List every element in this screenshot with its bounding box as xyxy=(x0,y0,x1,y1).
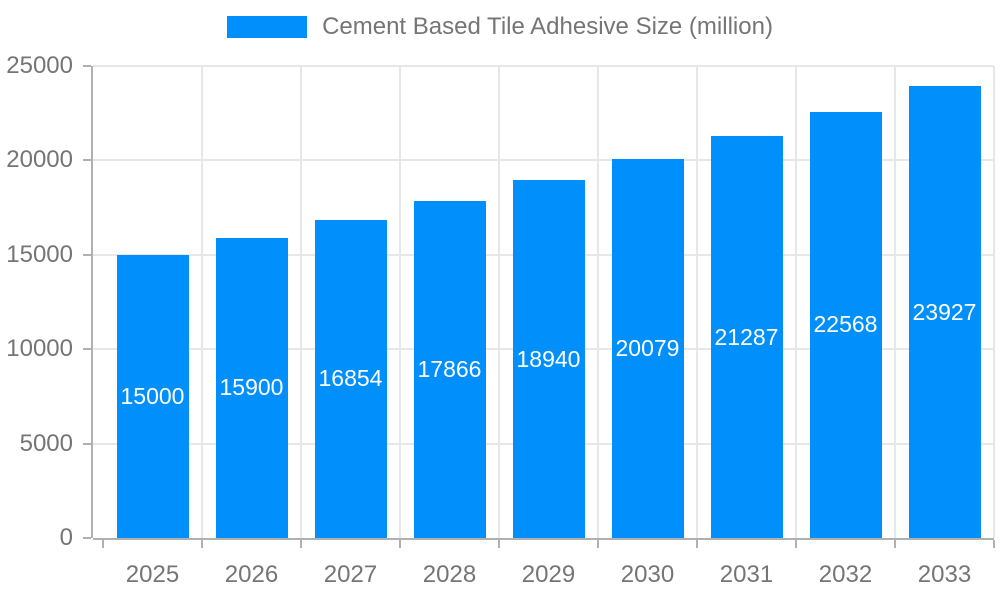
x-tick-label: 2030 xyxy=(620,561,675,588)
bar-value-label: 17866 xyxy=(417,355,482,382)
bar-value-label: 16854 xyxy=(318,365,383,392)
x-axis-tick xyxy=(201,540,203,548)
x-tick-label: 2027 xyxy=(323,561,378,588)
y-tick-label: 5000 xyxy=(19,429,73,457)
gridline-vertical xyxy=(498,66,500,538)
x-axis xyxy=(93,538,994,540)
bar-value-label: 21287 xyxy=(714,323,779,350)
x-axis-tick xyxy=(597,540,599,548)
x-axis-tick xyxy=(993,540,995,548)
legend-label: Cement Based Tile Adhesive Size (million… xyxy=(322,13,773,40)
y-axis-tick xyxy=(83,348,91,351)
y-axis-tick xyxy=(83,159,91,162)
gridline-vertical xyxy=(894,66,896,538)
bar[interactable]: 15000 xyxy=(116,254,189,538)
gridline-horizontal xyxy=(93,159,994,162)
gridline-vertical xyxy=(399,66,401,538)
gridline-vertical xyxy=(696,66,698,538)
y-axis xyxy=(91,66,93,538)
x-tick-label: 2031 xyxy=(719,561,774,588)
bar[interactable]: 16854 xyxy=(314,219,387,538)
bar[interactable]: 21287 xyxy=(710,136,783,538)
x-tick-label: 2028 xyxy=(422,561,477,588)
bar-value-label: 23927 xyxy=(912,298,977,325)
bar[interactable]: 20079 xyxy=(611,158,684,538)
bar-value-label: 15900 xyxy=(219,374,284,401)
x-axis-tick xyxy=(498,540,500,548)
gridline-vertical xyxy=(993,66,995,538)
gridline-vertical xyxy=(597,66,599,538)
y-axis-tick xyxy=(83,65,91,67)
gridline-horizontal xyxy=(93,65,994,67)
x-axis-tick xyxy=(399,540,401,548)
y-axis-tick xyxy=(83,537,91,539)
x-tick-label: 2029 xyxy=(521,561,576,588)
bar[interactable]: 15900 xyxy=(215,237,288,538)
y-tick-label: 0 xyxy=(59,524,73,551)
bar[interactable]: 23927 xyxy=(908,86,981,538)
gridline-vertical xyxy=(795,66,797,538)
x-axis-tick xyxy=(894,540,896,548)
bar-value-label: 20079 xyxy=(615,334,680,361)
bar-value-label: 15000 xyxy=(120,382,185,409)
y-axis-tick xyxy=(83,442,91,445)
bar[interactable]: 22568 xyxy=(809,111,882,538)
legend-swatch xyxy=(227,16,308,38)
y-tick-label: 25000 xyxy=(6,52,73,79)
y-axis-tick xyxy=(83,253,91,256)
x-axis-tick xyxy=(102,540,104,548)
gridline-vertical xyxy=(300,66,302,538)
y-tick-label: 20000 xyxy=(6,146,73,174)
legend[interactable]: Cement Based Tile Adhesive Size (million… xyxy=(0,13,1000,41)
x-tick-label: 2025 xyxy=(125,561,180,588)
x-tick-label: 2026 xyxy=(224,561,279,588)
bar[interactable]: 18940 xyxy=(512,180,585,538)
x-axis-tick xyxy=(795,540,797,548)
bar-value-label: 22568 xyxy=(813,311,878,338)
y-tick-label: 10000 xyxy=(6,335,73,363)
gridline-vertical xyxy=(201,66,203,538)
bar[interactable]: 17866 xyxy=(413,200,486,538)
x-tick-label: 2032 xyxy=(818,561,873,588)
x-tick-label: 2033 xyxy=(917,561,972,588)
y-tick-label: 15000 xyxy=(6,240,73,268)
bar-value-label: 18940 xyxy=(516,345,581,372)
x-axis-tick xyxy=(696,540,698,548)
x-axis-tick xyxy=(300,540,302,548)
